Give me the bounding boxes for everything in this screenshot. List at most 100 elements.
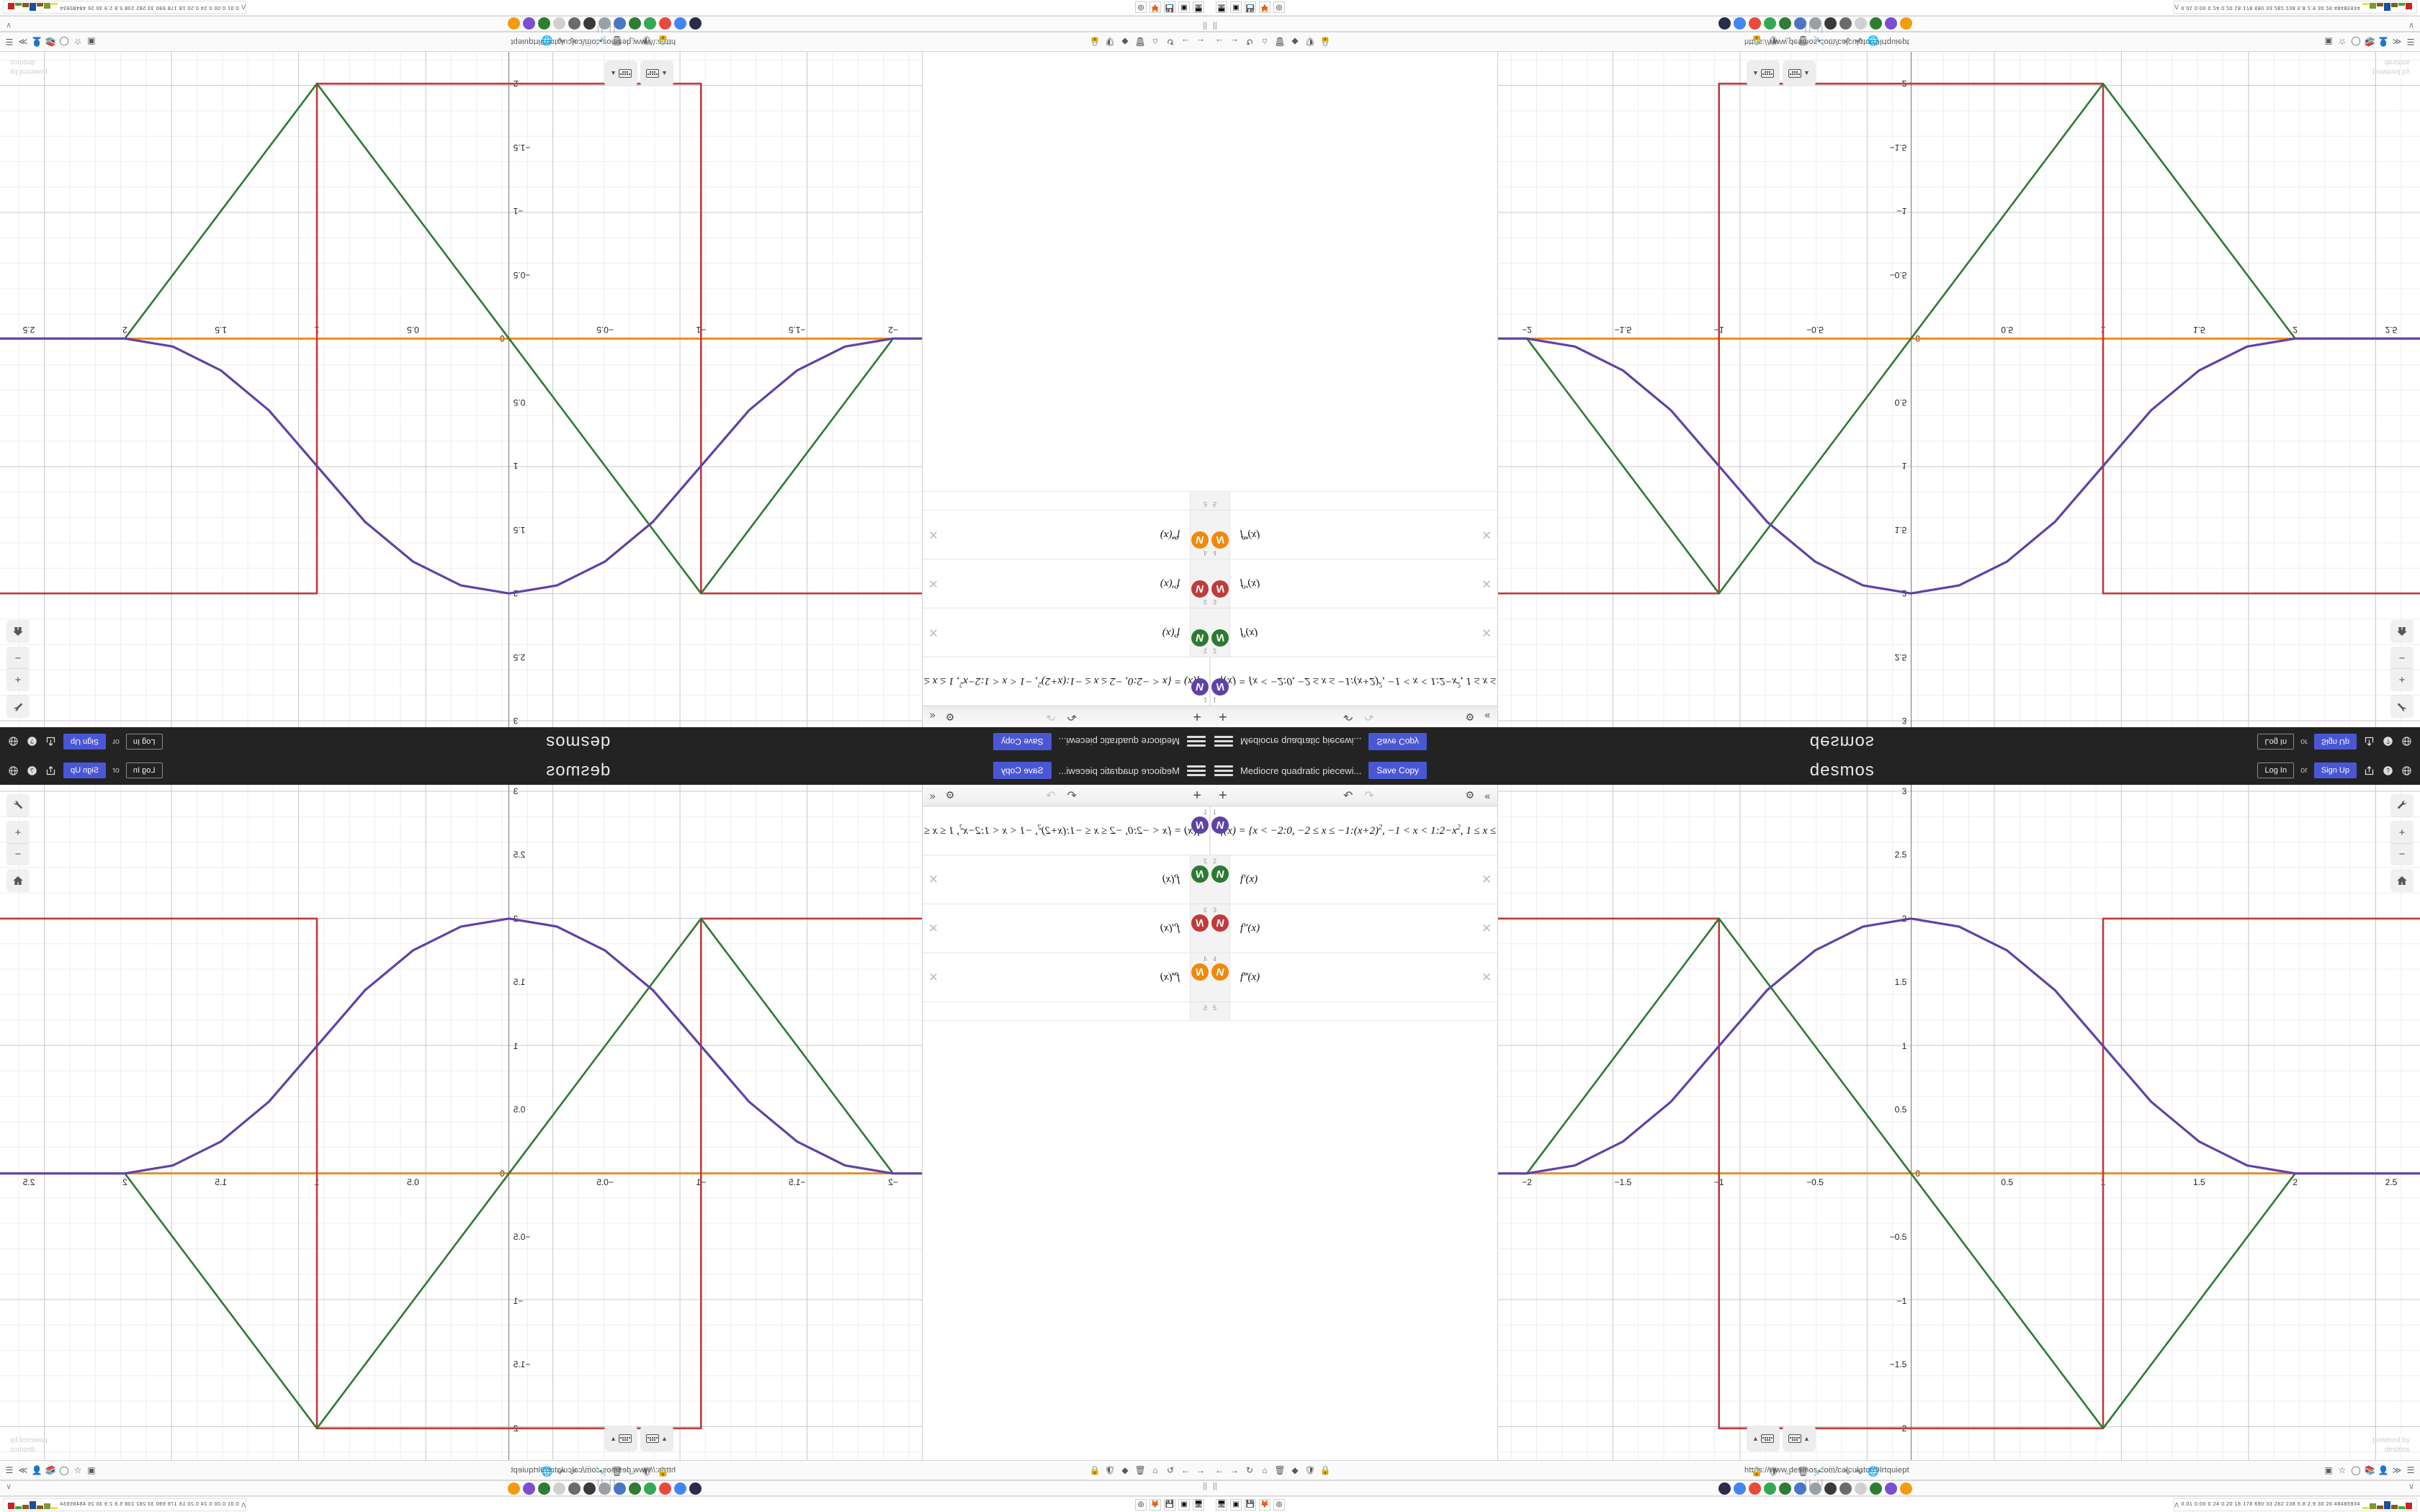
add-expression-button[interactable]: + bbox=[1193, 787, 1201, 804]
floppy-64-app[interactable]: 💾 bbox=[1164, 1, 1175, 14]
keyboard-popup-right[interactable]: ▲ bbox=[1783, 1426, 1816, 1452]
back-icon[interactable]: ← bbox=[1215, 1465, 1224, 1475]
system-tray[interactable]: ⋀ 0.01 0.00 0.24 0.20 18 178 690 33 282 … bbox=[3, 1, 246, 14]
expression-row[interactable]: 5 bbox=[1210, 491, 1497, 510]
arrow-right-icon[interactable]: → bbox=[627, 1466, 637, 1477]
star-icon[interactable]: ☆ bbox=[2338, 1465, 2347, 1475]
system-tray[interactable]: ⋀ 0.01 0.00 0.24 0.20 18 178 690 33 282 … bbox=[2174, 1498, 2417, 1511]
pocket-icon[interactable]: ◆ bbox=[1291, 1465, 1299, 1475]
expression-math[interactable]: f‴(x) bbox=[1240, 529, 1260, 541]
workspace-pager[interactable]: || || bbox=[1804, 25, 1826, 33]
expression-color-bullet[interactable]: N bbox=[1211, 865, 1229, 883]
menu-icon[interactable]: ☰ bbox=[2406, 1465, 2415, 1475]
display-settings-app[interactable]: 🖥 bbox=[1216, 1, 1227, 14]
display-settings-app[interactable]: 🖥 bbox=[1193, 1498, 1204, 1511]
language-icon[interactable] bbox=[2401, 736, 2413, 748]
floppy-64-app[interactable]: 💾 bbox=[1245, 1498, 1256, 1511]
tab-list-toggle[interactable]: || bbox=[1213, 1482, 1217, 1490]
firefox-app[interactable]: 🦊 bbox=[1259, 1498, 1270, 1511]
quadrant-top-right[interactable]: Mediocre quadratic piecewi... Save Copy … bbox=[1210, 0, 2420, 756]
display-settings-app[interactable]: 🖥 bbox=[1216, 1498, 1227, 1511]
trash-icon[interactable]: 🗑 bbox=[611, 35, 624, 46]
help-icon[interactable]: ? bbox=[26, 765, 38, 777]
save-copy-button[interactable]: Save Copy bbox=[992, 733, 1052, 750]
close-icon[interactable]: ✕ bbox=[928, 626, 939, 640]
save-copy-button[interactable]: Save Copy bbox=[1368, 762, 1428, 779]
wave-icon[interactable]: ∿ bbox=[569, 35, 578, 46]
quadrant-bottom-left[interactable]: Mediocre quadratic piecewi... Save Copy … bbox=[0, 756, 1210, 1512]
arrow-right-icon[interactable]: → bbox=[1783, 1466, 1793, 1477]
system-tray[interactable]: ⋀ 0.01 0.00 0.24 0.20 18 178 690 33 282 … bbox=[2174, 1, 2417, 14]
lock-icon[interactable]: 🔒 bbox=[657, 1466, 669, 1477]
expression-math[interactable]: f″(x) bbox=[1240, 578, 1260, 590]
zoom-in-icon[interactable]: + bbox=[2398, 673, 2406, 686]
syringe-icon[interactable]: 💉 bbox=[595, 35, 607, 46]
share-icon[interactable] bbox=[45, 736, 57, 748]
keyboard-popup-left[interactable]: ▲ bbox=[1747, 60, 1780, 86]
log-in-button[interactable]: Log In bbox=[125, 734, 163, 750]
shield-icon[interactable]: 🛡 bbox=[1767, 1466, 1779, 1477]
close-icon[interactable]: ✕ bbox=[1481, 872, 1492, 886]
shield-icon[interactable]: 🛡 bbox=[641, 35, 653, 46]
shield-icon[interactable]: 🛡 bbox=[1767, 35, 1779, 46]
add-expression-button[interactable]: + bbox=[1219, 787, 1227, 804]
floppy-64-app[interactable]: 💾 bbox=[1164, 1498, 1175, 1511]
zoom-in-icon[interactable]: + bbox=[2398, 826, 2406, 839]
wrench-icon[interactable] bbox=[2391, 795, 2413, 816]
zoom-out-icon[interactable]: − bbox=[2391, 647, 2413, 669]
expression-color-bullet[interactable]: N bbox=[1211, 816, 1229, 834]
reader-icon[interactable]: ▣ bbox=[2324, 1465, 2333, 1475]
github-bookmark[interactable] bbox=[1718, 1482, 1731, 1495]
globe-icon[interactable]: 🌐 bbox=[541, 1466, 553, 1477]
blender-app[interactable]: ◎ bbox=[1273, 1498, 1285, 1511]
graph-title[interactable]: Mediocre quadratic piecewi... bbox=[1240, 765, 1362, 776]
trash-icon[interactable]: 🗑 bbox=[1796, 1466, 1809, 1477]
help-icon[interactable]: ? bbox=[2382, 765, 2394, 777]
thumbsup-bookmark[interactable] bbox=[1809, 1482, 1821, 1495]
menu-icon[interactable] bbox=[1187, 765, 1206, 776]
wave2-icon[interactable]: ∿ bbox=[1855, 35, 1863, 46]
quadrant-top-left[interactable]: Mediocre quadratic piecewi... Save Copy … bbox=[0, 0, 1210, 756]
sign-up-button[interactable]: Sign Up bbox=[63, 762, 107, 778]
expression-math[interactable]: f″(x) bbox=[1160, 922, 1180, 934]
wave-icon[interactable]: ∿ bbox=[569, 1466, 578, 1477]
wave2-icon[interactable]: ∿ bbox=[557, 35, 565, 46]
close-icon[interactable]: ✕ bbox=[1481, 970, 1492, 984]
log-in-button[interactable]: Log In bbox=[125, 762, 163, 778]
graph-title[interactable]: Mediocre quadratic piecewi... bbox=[1058, 765, 1180, 776]
keyboard-popup-left[interactable]: ▲ bbox=[640, 60, 673, 86]
google-photos-bookmark[interactable] bbox=[1748, 1482, 1761, 1495]
sign-up-button[interactable]: Sign Up bbox=[2313, 762, 2357, 778]
redo-icon[interactable]: ↷ bbox=[1046, 710, 1056, 723]
trash-icon[interactable]: 🗑 bbox=[611, 1466, 624, 1477]
home-icon[interactable] bbox=[7, 870, 29, 891]
undo-icon[interactable]: ↶ bbox=[1067, 710, 1077, 723]
syringe-icon[interactable]: 💉 bbox=[1813, 1466, 1825, 1477]
language-icon[interactable] bbox=[7, 765, 19, 777]
expression-row[interactable]: 5 bbox=[1210, 1002, 1497, 1021]
expression-color-bullet[interactable]: N bbox=[1191, 914, 1209, 932]
zoom-in-icon[interactable]: + bbox=[14, 826, 22, 839]
syringe-icon[interactable]: 💉 bbox=[1813, 35, 1825, 46]
gnu-bookmark[interactable] bbox=[1839, 1482, 1852, 1495]
share-icon[interactable] bbox=[2363, 765, 2375, 777]
expression-math[interactable]: f″(x) bbox=[1240, 922, 1260, 934]
menu-icon[interactable] bbox=[1214, 765, 1233, 776]
blender-app[interactable]: ◎ bbox=[1273, 1, 1285, 14]
expression-math[interactable]: f′(x) bbox=[1240, 873, 1258, 885]
folder-icon[interactable]: 🗀 bbox=[581, 37, 591, 48]
save-copy-button[interactable]: Save Copy bbox=[1368, 733, 1428, 750]
close-icon[interactable]: ✕ bbox=[1481, 528, 1492, 542]
graph-canvas[interactable]: −2 −1.5 −1 −0.5 0.5 1 1.5 2 2.5 −2 −1.5 −1 −0.5 0 0.5 1… bbox=[0, 52, 922, 727]
lock-icon[interactable]: 🔒 bbox=[657, 35, 669, 46]
shield-icon[interactable]: 🛡 bbox=[641, 1466, 653, 1477]
redo-icon[interactable]: ↷ bbox=[1364, 710, 1374, 723]
bank-bookmark[interactable] bbox=[1824, 1482, 1837, 1495]
